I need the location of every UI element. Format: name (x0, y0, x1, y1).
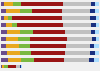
Bar (65, 51, 90, 55)
Bar (90, 16, 96, 20)
Bar (17, 23, 63, 27)
Bar (6, 44, 19, 48)
Bar (34, 58, 64, 62)
Bar (91, 23, 96, 27)
Bar (90, 44, 94, 48)
Bar (94, 51, 98, 55)
Bar (90, 58, 94, 62)
Bar (96, 9, 98, 13)
Bar (13, 2, 21, 6)
Bar (20, 9, 32, 13)
Bar (92, 30, 95, 34)
Bar (90, 9, 96, 13)
Bar (65, 30, 92, 34)
Bar (2, 65, 4, 68)
Bar (62, 16, 90, 20)
Bar (8, 58, 21, 62)
Bar (1, 65, 2, 68)
Bar (1, 9, 6, 13)
Bar (8, 16, 12, 20)
Bar (20, 65, 21, 68)
Bar (8, 65, 16, 68)
Bar (96, 2, 98, 6)
Bar (1, 51, 7, 55)
Bar (12, 23, 17, 27)
Bar (64, 58, 90, 62)
Bar (96, 23, 98, 27)
Bar (1, 37, 6, 41)
Bar (7, 51, 20, 55)
Bar (96, 37, 98, 41)
Bar (21, 58, 34, 62)
Bar (20, 51, 31, 55)
Bar (7, 30, 20, 34)
Bar (21, 65, 22, 68)
Bar (4, 2, 13, 6)
Bar (1, 44, 6, 48)
Bar (1, 58, 8, 62)
Bar (96, 16, 98, 20)
Bar (32, 9, 62, 13)
Bar (66, 44, 90, 48)
Bar (63, 2, 92, 6)
Bar (94, 44, 98, 48)
Bar (63, 23, 91, 27)
Bar (30, 37, 67, 41)
Bar (1, 23, 6, 27)
Bar (90, 51, 94, 55)
Bar (12, 16, 62, 20)
Bar (30, 44, 66, 48)
Bar (16, 65, 20, 68)
Bar (92, 37, 96, 41)
Bar (19, 44, 30, 48)
Bar (31, 51, 65, 55)
Bar (4, 65, 8, 68)
Bar (1, 30, 7, 34)
Bar (6, 37, 18, 41)
Bar (4, 16, 8, 20)
Bar (20, 30, 33, 34)
Bar (62, 9, 90, 13)
Bar (33, 30, 65, 34)
Bar (1, 2, 4, 6)
Bar (1, 16, 4, 20)
Bar (6, 9, 20, 13)
Bar (94, 58, 98, 62)
Bar (92, 2, 95, 6)
Bar (67, 37, 92, 41)
Bar (21, 2, 63, 6)
Bar (6, 23, 12, 27)
Bar (18, 37, 30, 41)
Bar (96, 30, 98, 34)
